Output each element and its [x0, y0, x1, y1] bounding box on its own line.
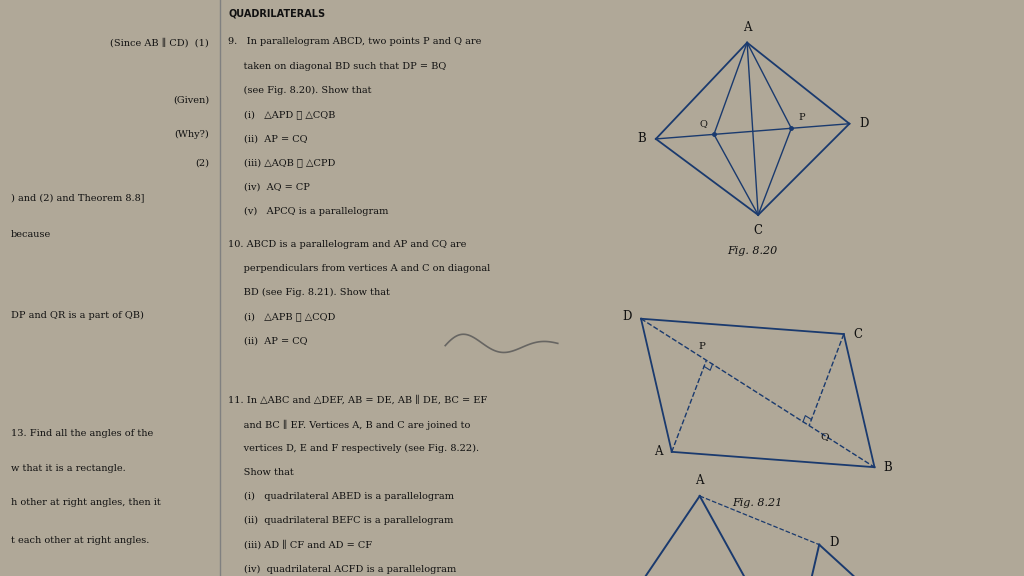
- Text: Fig. 8.20: Fig. 8.20: [727, 245, 778, 256]
- Text: Q: Q: [820, 432, 828, 441]
- Text: (Since AB ∥ CD)  (1): (Since AB ∥ CD) (1): [111, 37, 209, 47]
- Text: B: B: [638, 132, 646, 145]
- Text: D: D: [623, 310, 632, 323]
- Text: (see Fig. 8.20). Show that: (see Fig. 8.20). Show that: [228, 86, 372, 95]
- Text: (Why?): (Why?): [174, 130, 209, 139]
- Text: 11. In △ABC and △DEF, AB = DE, AB ∥ DE, BC = EF: 11. In △ABC and △DEF, AB = DE, AB ∥ DE, …: [228, 395, 487, 405]
- Text: (iv)  quadrilateral ACFD is a parallelogram: (iv) quadrilateral ACFD is a parallelogr…: [245, 564, 457, 574]
- Text: (ii)  quadrilateral BEFC is a parallelogram: (ii) quadrilateral BEFC is a parallelogr…: [245, 516, 454, 525]
- Text: perpendiculars from vertices A and C on diagonal: perpendiculars from vertices A and C on …: [228, 264, 490, 273]
- Text: (iv)  AQ = CP: (iv) AQ = CP: [245, 183, 310, 192]
- Text: Q: Q: [699, 119, 707, 128]
- Text: h other at right angles, then it: h other at right angles, then it: [11, 498, 161, 507]
- Text: P: P: [698, 342, 706, 351]
- Text: D: D: [859, 118, 868, 130]
- Text: t each other at right angles.: t each other at right angles.: [11, 536, 150, 545]
- Text: (v)   APCQ is a parallelogram: (v) APCQ is a parallelogram: [245, 207, 389, 216]
- Text: A: A: [695, 475, 703, 487]
- Text: (i)   △APB ≅ △CQD: (i) △APB ≅ △CQD: [245, 312, 336, 321]
- Text: QUADRILATERALS: QUADRILATERALS: [228, 9, 326, 18]
- Text: because: because: [11, 230, 51, 240]
- Text: taken on diagonal BD such that DP = BQ: taken on diagonal BD such that DP = BQ: [228, 62, 446, 71]
- Text: DP and QR is a part of QB): DP and QR is a part of QB): [11, 311, 144, 320]
- Text: A: A: [654, 445, 663, 458]
- Text: 13. Find all the angles of the: 13. Find all the angles of the: [11, 429, 154, 438]
- Text: BD (see Fig. 8.21). Show that: BD (see Fig. 8.21). Show that: [228, 288, 390, 297]
- Text: (iii) AD ∥ CF and AD = CF: (iii) AD ∥ CF and AD = CF: [245, 540, 373, 550]
- Text: (i)   quadrilateral ABED is a parallelogram: (i) quadrilateral ABED is a parallelogra…: [245, 492, 455, 501]
- Text: (2): (2): [196, 158, 209, 168]
- Text: A: A: [742, 21, 752, 34]
- Text: 10. ABCD is a parallelogram and AP and CQ are: 10. ABCD is a parallelogram and AP and C…: [228, 240, 467, 249]
- Text: 9.   In parallelogram ABCD, two points P and Q are: 9. In parallelogram ABCD, two points P a…: [228, 37, 481, 47]
- Text: P: P: [799, 113, 805, 122]
- Text: (ii)  AP = CQ: (ii) AP = CQ: [245, 336, 308, 346]
- Text: vertices D, E and F respectively (see Fig. 8.22).: vertices D, E and F respectively (see Fi…: [228, 444, 479, 453]
- Text: C: C: [754, 224, 763, 237]
- Text: Show that: Show that: [228, 468, 294, 477]
- Text: ) and (2) and Theorem 8.8]: ) and (2) and Theorem 8.8]: [11, 193, 144, 202]
- Text: (i)   △APD ≅ △CQB: (i) △APD ≅ △CQB: [245, 110, 336, 119]
- Text: (iii) △AQB ≅ △CPD: (iii) △AQB ≅ △CPD: [245, 158, 336, 168]
- Text: B: B: [884, 461, 893, 473]
- Text: C: C: [853, 328, 862, 340]
- Text: (ii)  AP = CQ: (ii) AP = CQ: [245, 134, 308, 143]
- Text: Fig. 8.21: Fig. 8.21: [732, 498, 783, 508]
- Text: and BC ∥ EF. Vertices A, B and C are joined to: and BC ∥ EF. Vertices A, B and C are joi…: [228, 419, 471, 430]
- Text: (Given): (Given): [173, 95, 209, 104]
- Text: D: D: [829, 536, 839, 549]
- Text: w that it is a rectangle.: w that it is a rectangle.: [11, 464, 126, 473]
